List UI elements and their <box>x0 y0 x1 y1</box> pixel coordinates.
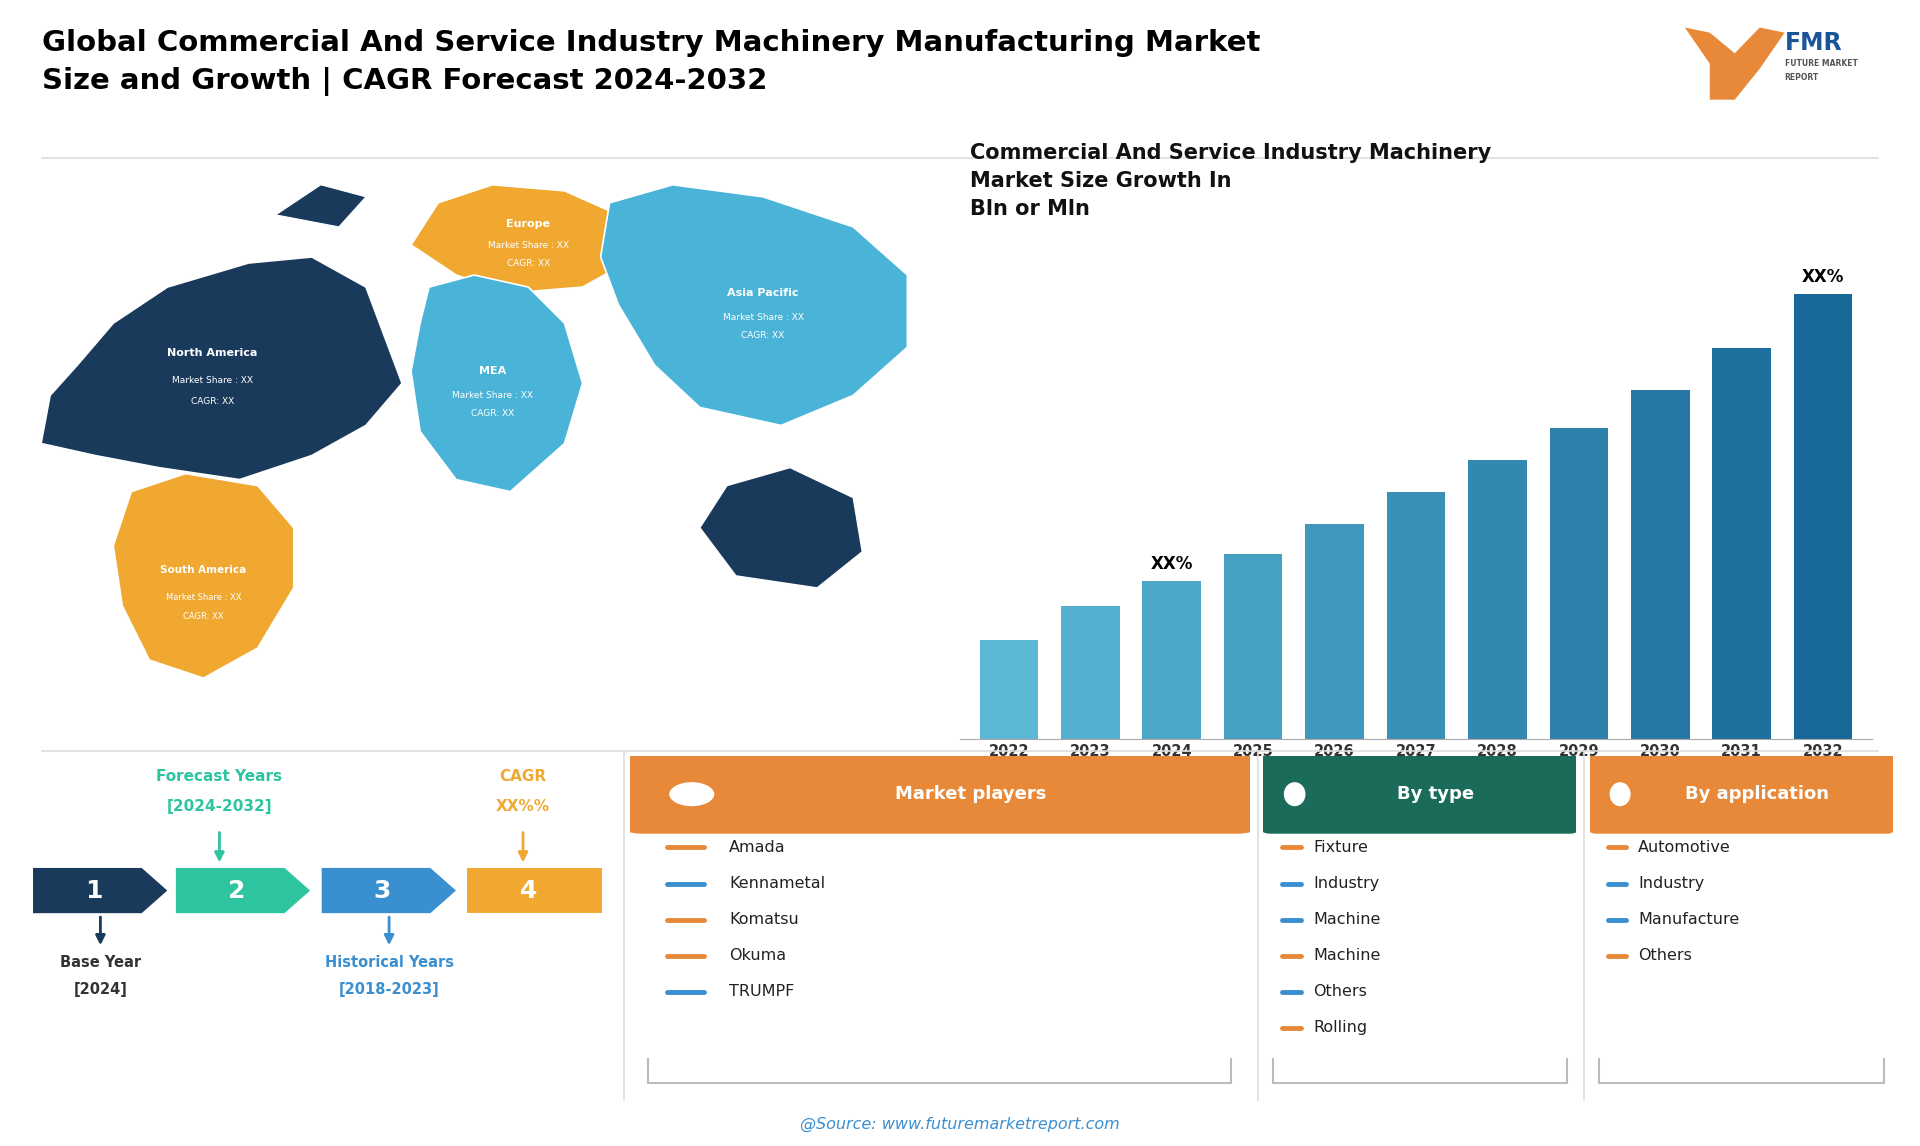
Text: CAGR: CAGR <box>499 769 547 784</box>
Polygon shape <box>1686 28 1784 100</box>
Text: CAGR: XX: CAGR: XX <box>190 398 234 407</box>
Bar <box>1630 391 1690 739</box>
Polygon shape <box>699 468 862 588</box>
Text: Base Year: Base Year <box>60 955 140 970</box>
Text: XX%: XX% <box>1150 555 1192 573</box>
Circle shape <box>668 782 716 807</box>
Text: Market Share : XX: Market Share : XX <box>722 313 803 322</box>
Bar <box>1386 492 1446 739</box>
Polygon shape <box>175 866 311 915</box>
Text: FUTURE MARKET: FUTURE MARKET <box>1784 60 1857 68</box>
Text: Market players: Market players <box>895 785 1046 803</box>
Polygon shape <box>40 257 401 479</box>
Bar <box>1793 295 1853 739</box>
Bar <box>1549 427 1609 739</box>
Text: 3: 3 <box>374 879 392 903</box>
Text: FMR: FMR <box>1784 31 1843 55</box>
Text: Fixture: Fixture <box>1313 840 1369 855</box>
Text: Europe: Europe <box>507 219 551 229</box>
Text: Automotive: Automotive <box>1638 840 1732 855</box>
Polygon shape <box>113 473 294 678</box>
Text: Machine: Machine <box>1313 912 1380 927</box>
Text: CAGR: XX: CAGR: XX <box>182 612 225 621</box>
Text: Market Share : XX: Market Share : XX <box>451 392 532 400</box>
Text: [2024]: [2024] <box>73 982 127 997</box>
Text: Historical Years: Historical Years <box>324 955 453 970</box>
Text: CAGR: XX: CAGR: XX <box>741 331 785 340</box>
Text: MEA: MEA <box>478 367 505 376</box>
Text: By application: By application <box>1684 785 1828 803</box>
Text: TRUMPF: TRUMPF <box>730 984 795 999</box>
Bar <box>1223 554 1283 739</box>
Text: Machine: Machine <box>1313 948 1380 964</box>
Text: South America: South America <box>161 565 246 575</box>
Polygon shape <box>321 866 457 915</box>
Text: [2024-2032]: [2024-2032] <box>167 799 273 815</box>
Text: Rolling: Rolling <box>1313 1020 1367 1036</box>
Bar <box>1062 605 1119 739</box>
Text: 4: 4 <box>520 879 538 903</box>
Text: Commercial And Service Industry Machinery
Market Size Growth In
Bln or Mln: Commercial And Service Industry Machiner… <box>970 143 1490 219</box>
FancyBboxPatch shape <box>620 754 1260 834</box>
Text: Market Share : XX: Market Share : XX <box>165 592 242 602</box>
FancyBboxPatch shape <box>1586 754 1897 834</box>
Text: @Source: www.futuremarketreport.com: @Source: www.futuremarketreport.com <box>801 1117 1119 1132</box>
Bar <box>979 641 1039 739</box>
Text: Industry: Industry <box>1313 876 1380 892</box>
Text: XX%: XX% <box>1803 268 1845 285</box>
Text: Kennametal: Kennametal <box>730 876 826 892</box>
Bar <box>1306 524 1363 739</box>
Text: Manufacture: Manufacture <box>1638 912 1740 927</box>
Text: Global Commercial And Service Industry Machinery Manufacturing Market
Size and G: Global Commercial And Service Industry M… <box>42 29 1261 95</box>
Text: Others: Others <box>1313 984 1367 999</box>
Bar <box>1469 460 1526 739</box>
Text: Komatsu: Komatsu <box>730 912 799 927</box>
Bar <box>1713 348 1770 739</box>
Text: [2018-2023]: [2018-2023] <box>338 982 440 997</box>
Text: 2: 2 <box>228 879 246 903</box>
Polygon shape <box>467 866 603 915</box>
Text: By type: By type <box>1398 785 1475 803</box>
Text: CAGR: XX: CAGR: XX <box>470 409 515 418</box>
Text: Okuma: Okuma <box>730 948 785 964</box>
Text: Forecast Years: Forecast Years <box>156 769 282 784</box>
Text: Market Share : XX: Market Share : XX <box>488 241 568 250</box>
Circle shape <box>1609 782 1632 807</box>
Polygon shape <box>411 185 637 293</box>
Circle shape <box>1283 782 1306 807</box>
Text: Industry: Industry <box>1638 876 1705 892</box>
Polygon shape <box>33 866 169 915</box>
Text: North America: North America <box>167 348 257 359</box>
Text: CAGR: XX: CAGR: XX <box>507 259 549 268</box>
Bar <box>1142 581 1202 739</box>
Polygon shape <box>601 185 908 425</box>
Text: XX%%: XX%% <box>495 799 549 815</box>
Text: REPORT: REPORT <box>1784 72 1818 81</box>
Text: Market Share : XX: Market Share : XX <box>173 376 253 385</box>
Polygon shape <box>411 275 582 492</box>
Text: 1: 1 <box>84 879 102 903</box>
Text: Asia Pacific: Asia Pacific <box>728 288 799 298</box>
Polygon shape <box>276 185 367 227</box>
FancyBboxPatch shape <box>1260 754 1580 834</box>
Text: Others: Others <box>1638 948 1692 964</box>
Text: Amada: Amada <box>730 840 785 855</box>
